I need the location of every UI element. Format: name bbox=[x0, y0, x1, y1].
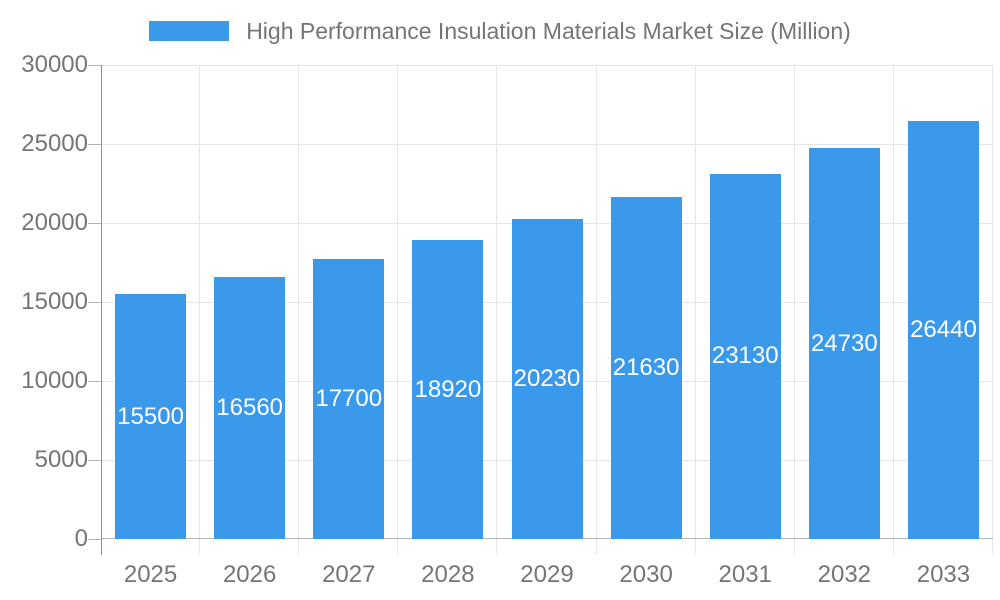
bar-value-label: 26440 bbox=[910, 316, 977, 344]
y-tick-mark bbox=[88, 302, 101, 303]
bar-2031[interactable]: 23130 bbox=[709, 173, 781, 539]
x-tick-mark bbox=[793, 539, 795, 555]
x-gridline bbox=[397, 65, 399, 539]
x-gridline bbox=[199, 65, 201, 539]
x-tick-mark bbox=[694, 539, 696, 555]
x-axis-tick-label: 2033 bbox=[916, 561, 971, 588]
y-axis-tick-label: 5000 bbox=[34, 446, 88, 473]
bar-2030[interactable]: 21630 bbox=[610, 197, 682, 539]
x-axis-tick-label: 2031 bbox=[718, 561, 772, 588]
y-tick-mark bbox=[88, 144, 101, 145]
x-tick-mark bbox=[298, 539, 300, 555]
x-tick-mark bbox=[397, 539, 399, 555]
bar-value-label: 23130 bbox=[711, 342, 779, 370]
x-tick-mark bbox=[992, 539, 993, 555]
legend-label: High Performance Insulation Materials Ma… bbox=[246, 18, 851, 44]
x-axis-tick-label: 2032 bbox=[817, 561, 872, 588]
y-axis-tick-label: 15000 bbox=[21, 288, 88, 315]
y-axis-tick-label: 25000 bbox=[21, 130, 88, 157]
y-gridline bbox=[101, 144, 993, 145]
plot-area: 0 5000 10000 15000 20000 25000 30000 15500 2025 1… bbox=[21, 51, 993, 588]
y-tick-mark bbox=[88, 460, 101, 461]
x-axis-tick-label: 2028 bbox=[421, 561, 475, 588]
y-axis-tick-label: 30000 bbox=[21, 51, 88, 78]
x-axis-tick-label: 2027 bbox=[322, 561, 376, 588]
y-tick-mark bbox=[88, 223, 101, 224]
y-axis-tick-label: 20000 bbox=[21, 209, 88, 236]
y-tick-mark bbox=[88, 381, 101, 382]
bar-value-label: 21630 bbox=[612, 354, 680, 382]
bar-2026[interactable]: 16560 bbox=[214, 277, 286, 539]
x-tick-mark bbox=[892, 539, 894, 555]
legend: High Performance Insulation Materials Ma… bbox=[0, 16, 1000, 46]
y-gridline bbox=[101, 65, 993, 66]
x-gridline bbox=[595, 65, 597, 539]
x-gridline bbox=[793, 65, 795, 539]
legend-swatch bbox=[149, 21, 230, 41]
x-gridline bbox=[694, 65, 696, 539]
bar-value-label: 18920 bbox=[414, 375, 482, 403]
x-tick-mark bbox=[199, 539, 201, 555]
x-gridline bbox=[992, 65, 993, 539]
x-axis-tick-label: 2026 bbox=[222, 561, 277, 588]
x-axis-tick-label: 2025 bbox=[123, 561, 178, 588]
x-gridline bbox=[892, 65, 894, 539]
bar-value-label: 15500 bbox=[117, 402, 184, 430]
bar-2032[interactable]: 24730 bbox=[808, 148, 880, 539]
y-axis-tick-label: 0 bbox=[74, 525, 88, 552]
y-axis-tick-label: 10000 bbox=[21, 367, 88, 394]
bar-value-label: 24730 bbox=[810, 329, 878, 357]
x-gridline bbox=[298, 65, 300, 539]
x-axis-tick-label: 2029 bbox=[520, 561, 574, 588]
bar-2025[interactable]: 15500 bbox=[115, 294, 187, 539]
y-tick-mark bbox=[88, 65, 101, 66]
bar-value-label: 20230 bbox=[513, 365, 581, 393]
bar-2029[interactable]: 20230 bbox=[511, 219, 583, 539]
bar-2033[interactable]: 26440 bbox=[907, 121, 979, 539]
y-axis-line bbox=[101, 65, 102, 555]
bar-value-label: 17700 bbox=[315, 385, 383, 413]
bar-value-label: 16560 bbox=[216, 394, 284, 422]
x-axis-tick-label: 2030 bbox=[619, 561, 673, 588]
x-tick-mark bbox=[496, 539, 498, 555]
bar-2028[interactable]: 18920 bbox=[412, 240, 484, 539]
x-gridline bbox=[496, 65, 498, 539]
bar-2027[interactable]: 17700 bbox=[313, 259, 385, 539]
x-tick-mark bbox=[595, 539, 597, 555]
y-tick-mark bbox=[88, 539, 101, 540]
